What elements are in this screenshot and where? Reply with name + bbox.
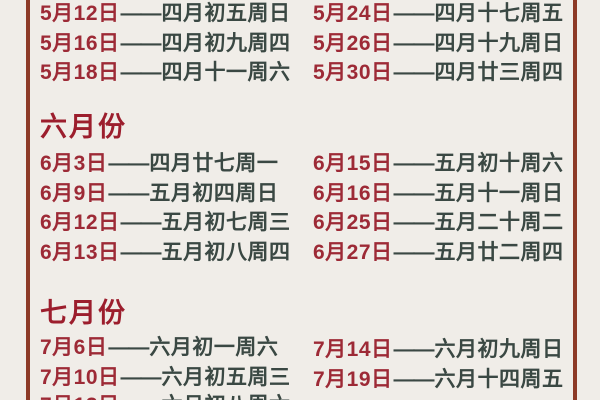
- separator-dash: ——: [393, 182, 435, 205]
- calendar-row: 5月24日 —— 四月十七周五: [313, 2, 564, 26]
- calendar-row: 5月12日 —— 四月初五周日: [40, 2, 291, 26]
- solar-date: 7月19日: [313, 368, 393, 391]
- left-border-line: [26, 0, 30, 400]
- calendar-row: 7月19日 —— 六月十四周五: [313, 368, 564, 392]
- lunar-date: 五月初四周日: [149, 182, 279, 205]
- separator-dash: ——: [108, 152, 149, 175]
- lunar-date: 五月初八周四: [161, 241, 291, 264]
- solar-date: 5月24日: [313, 2, 393, 25]
- separator-dash: ——: [108, 182, 149, 205]
- calendar-row: 6月3日 —— 四月廿七周一: [40, 152, 278, 176]
- separator-dash: ——: [108, 336, 149, 359]
- lunar-date: 六月十四周五: [434, 368, 564, 391]
- lunar-date: 四月廿三周四: [434, 61, 564, 84]
- lunar-date: 四月初五周日: [161, 2, 291, 25]
- calendar-row: 6月16日 —— 五月十一周日: [313, 182, 564, 206]
- solar-date: 6月3日: [40, 152, 108, 175]
- solar-date: 7月13日: [40, 394, 120, 400]
- solar-date: 6月12日: [40, 211, 120, 234]
- separator-dash: ——: [120, 61, 162, 84]
- separator-dash: ——: [393, 152, 435, 175]
- separator-dash: ——: [393, 2, 435, 25]
- calendar-row: 6月15日 —— 五月初十周六: [313, 152, 564, 176]
- lunar-date: 六月初一周六: [149, 336, 279, 359]
- calendar-row: 7月10日 —— 六月初五周三: [40, 366, 291, 390]
- section-header-june: 六月份: [40, 112, 127, 142]
- solar-date: 6月25日: [313, 211, 393, 234]
- separator-dash: ——: [393, 61, 435, 84]
- solar-date: 5月26日: [313, 32, 393, 55]
- solar-date: 6月13日: [40, 241, 120, 264]
- calendar-row: 5月18日 —— 四月十一周六: [40, 61, 291, 85]
- lunar-date: 四月十一周六: [161, 61, 291, 84]
- solar-date: 6月16日: [313, 182, 393, 205]
- separator-dash: ——: [393, 211, 435, 234]
- calendar-row: 7月13日——六月初八周六: [40, 394, 291, 400]
- lunar-date: 四月十九周日: [434, 32, 564, 55]
- solar-date: 7月14日: [313, 338, 393, 361]
- solar-date: 6月9日: [40, 182, 108, 205]
- section-header-july: 七月份: [40, 298, 127, 328]
- lunar-date: 五月廿二周四: [434, 241, 564, 264]
- solar-date: 7月10日: [40, 366, 120, 389]
- lunar-date: 五月十一周日: [434, 182, 564, 205]
- separator-dash: ——: [393, 32, 435, 55]
- calendar-row: 6月9日 —— 五月初四周日: [40, 182, 278, 206]
- calendar-row: 7月14日 —— 六月初九周日: [313, 338, 564, 362]
- solar-date: 5月12日: [40, 2, 120, 25]
- lunar-date: 四月初九周四: [161, 32, 291, 55]
- separator-dash: ——: [120, 366, 162, 389]
- lunar-date: 四月廿七周一: [149, 152, 279, 175]
- calendar-row: 5月16日 —— 四月初九周四: [40, 32, 291, 56]
- calendar-row: 6月25日 —— 五月二十周二: [313, 211, 564, 235]
- separator-dash: ——: [121, 394, 162, 400]
- separator-dash: ——: [120, 211, 162, 234]
- lunar-date: 五月二十周二: [434, 211, 564, 234]
- solar-date: 5月18日: [40, 61, 120, 84]
- lunar-date: 五月初十周六: [434, 152, 564, 175]
- calendar-row: 5月30日 —— 四月廿三周四: [313, 61, 564, 85]
- calendar-row: 6月13日 —— 五月初八周四: [40, 241, 291, 265]
- lunar-date: 五月初七周三: [161, 211, 291, 234]
- separator-dash: ——: [120, 2, 162, 25]
- solar-date: 6月27日: [313, 241, 393, 264]
- lunar-date: 六月初五周三: [161, 366, 291, 389]
- calendar-row: 6月12日 —— 五月初七周三: [40, 211, 291, 235]
- solar-date: 6月15日: [313, 152, 393, 175]
- lunar-date: 六月初八周六: [162, 394, 291, 400]
- separator-dash: ——: [393, 368, 435, 391]
- right-border-line: [573, 0, 577, 400]
- separator-dash: ——: [120, 241, 162, 264]
- solar-date: 5月30日: [313, 61, 393, 84]
- solar-date: 7月6日: [40, 336, 108, 359]
- calendar-row: 7月6日 —— 六月初一周六: [40, 336, 278, 360]
- solar-date: 5月16日: [40, 32, 120, 55]
- separator-dash: ——: [120, 32, 162, 55]
- lunar-date: 四月十七周五: [434, 2, 564, 25]
- separator-dash: ——: [393, 338, 435, 361]
- calendar-row: 5月26日 —— 四月十九周日: [313, 32, 564, 56]
- separator-dash: ——: [393, 241, 435, 264]
- calendar-row: 6月27日 —— 五月廿二周四: [313, 241, 564, 265]
- lunar-date: 六月初九周日: [434, 338, 564, 361]
